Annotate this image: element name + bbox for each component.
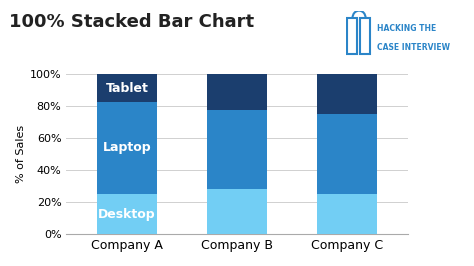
Bar bbox=[317, 194, 377, 234]
Bar bbox=[207, 189, 267, 234]
Text: 100% Stacked Bar Chart: 100% Stacked Bar Chart bbox=[9, 13, 255, 31]
Text: HACKING THE: HACKING THE bbox=[377, 24, 436, 33]
Bar bbox=[97, 74, 157, 102]
Text: Desktop: Desktop bbox=[98, 208, 156, 221]
Bar bbox=[97, 194, 157, 234]
Bar bbox=[317, 114, 377, 194]
Text: Laptop: Laptop bbox=[102, 142, 151, 154]
Bar bbox=[317, 74, 377, 114]
Bar bbox=[97, 102, 157, 194]
Bar bbox=[347, 18, 357, 54]
Y-axis label: % of Sales: % of Sales bbox=[16, 125, 26, 183]
Bar bbox=[360, 18, 370, 54]
Bar bbox=[207, 110, 267, 189]
Text: CASE INTERVIEW: CASE INTERVIEW bbox=[377, 43, 450, 52]
Text: Tablet: Tablet bbox=[106, 82, 148, 94]
Bar bbox=[207, 74, 267, 110]
